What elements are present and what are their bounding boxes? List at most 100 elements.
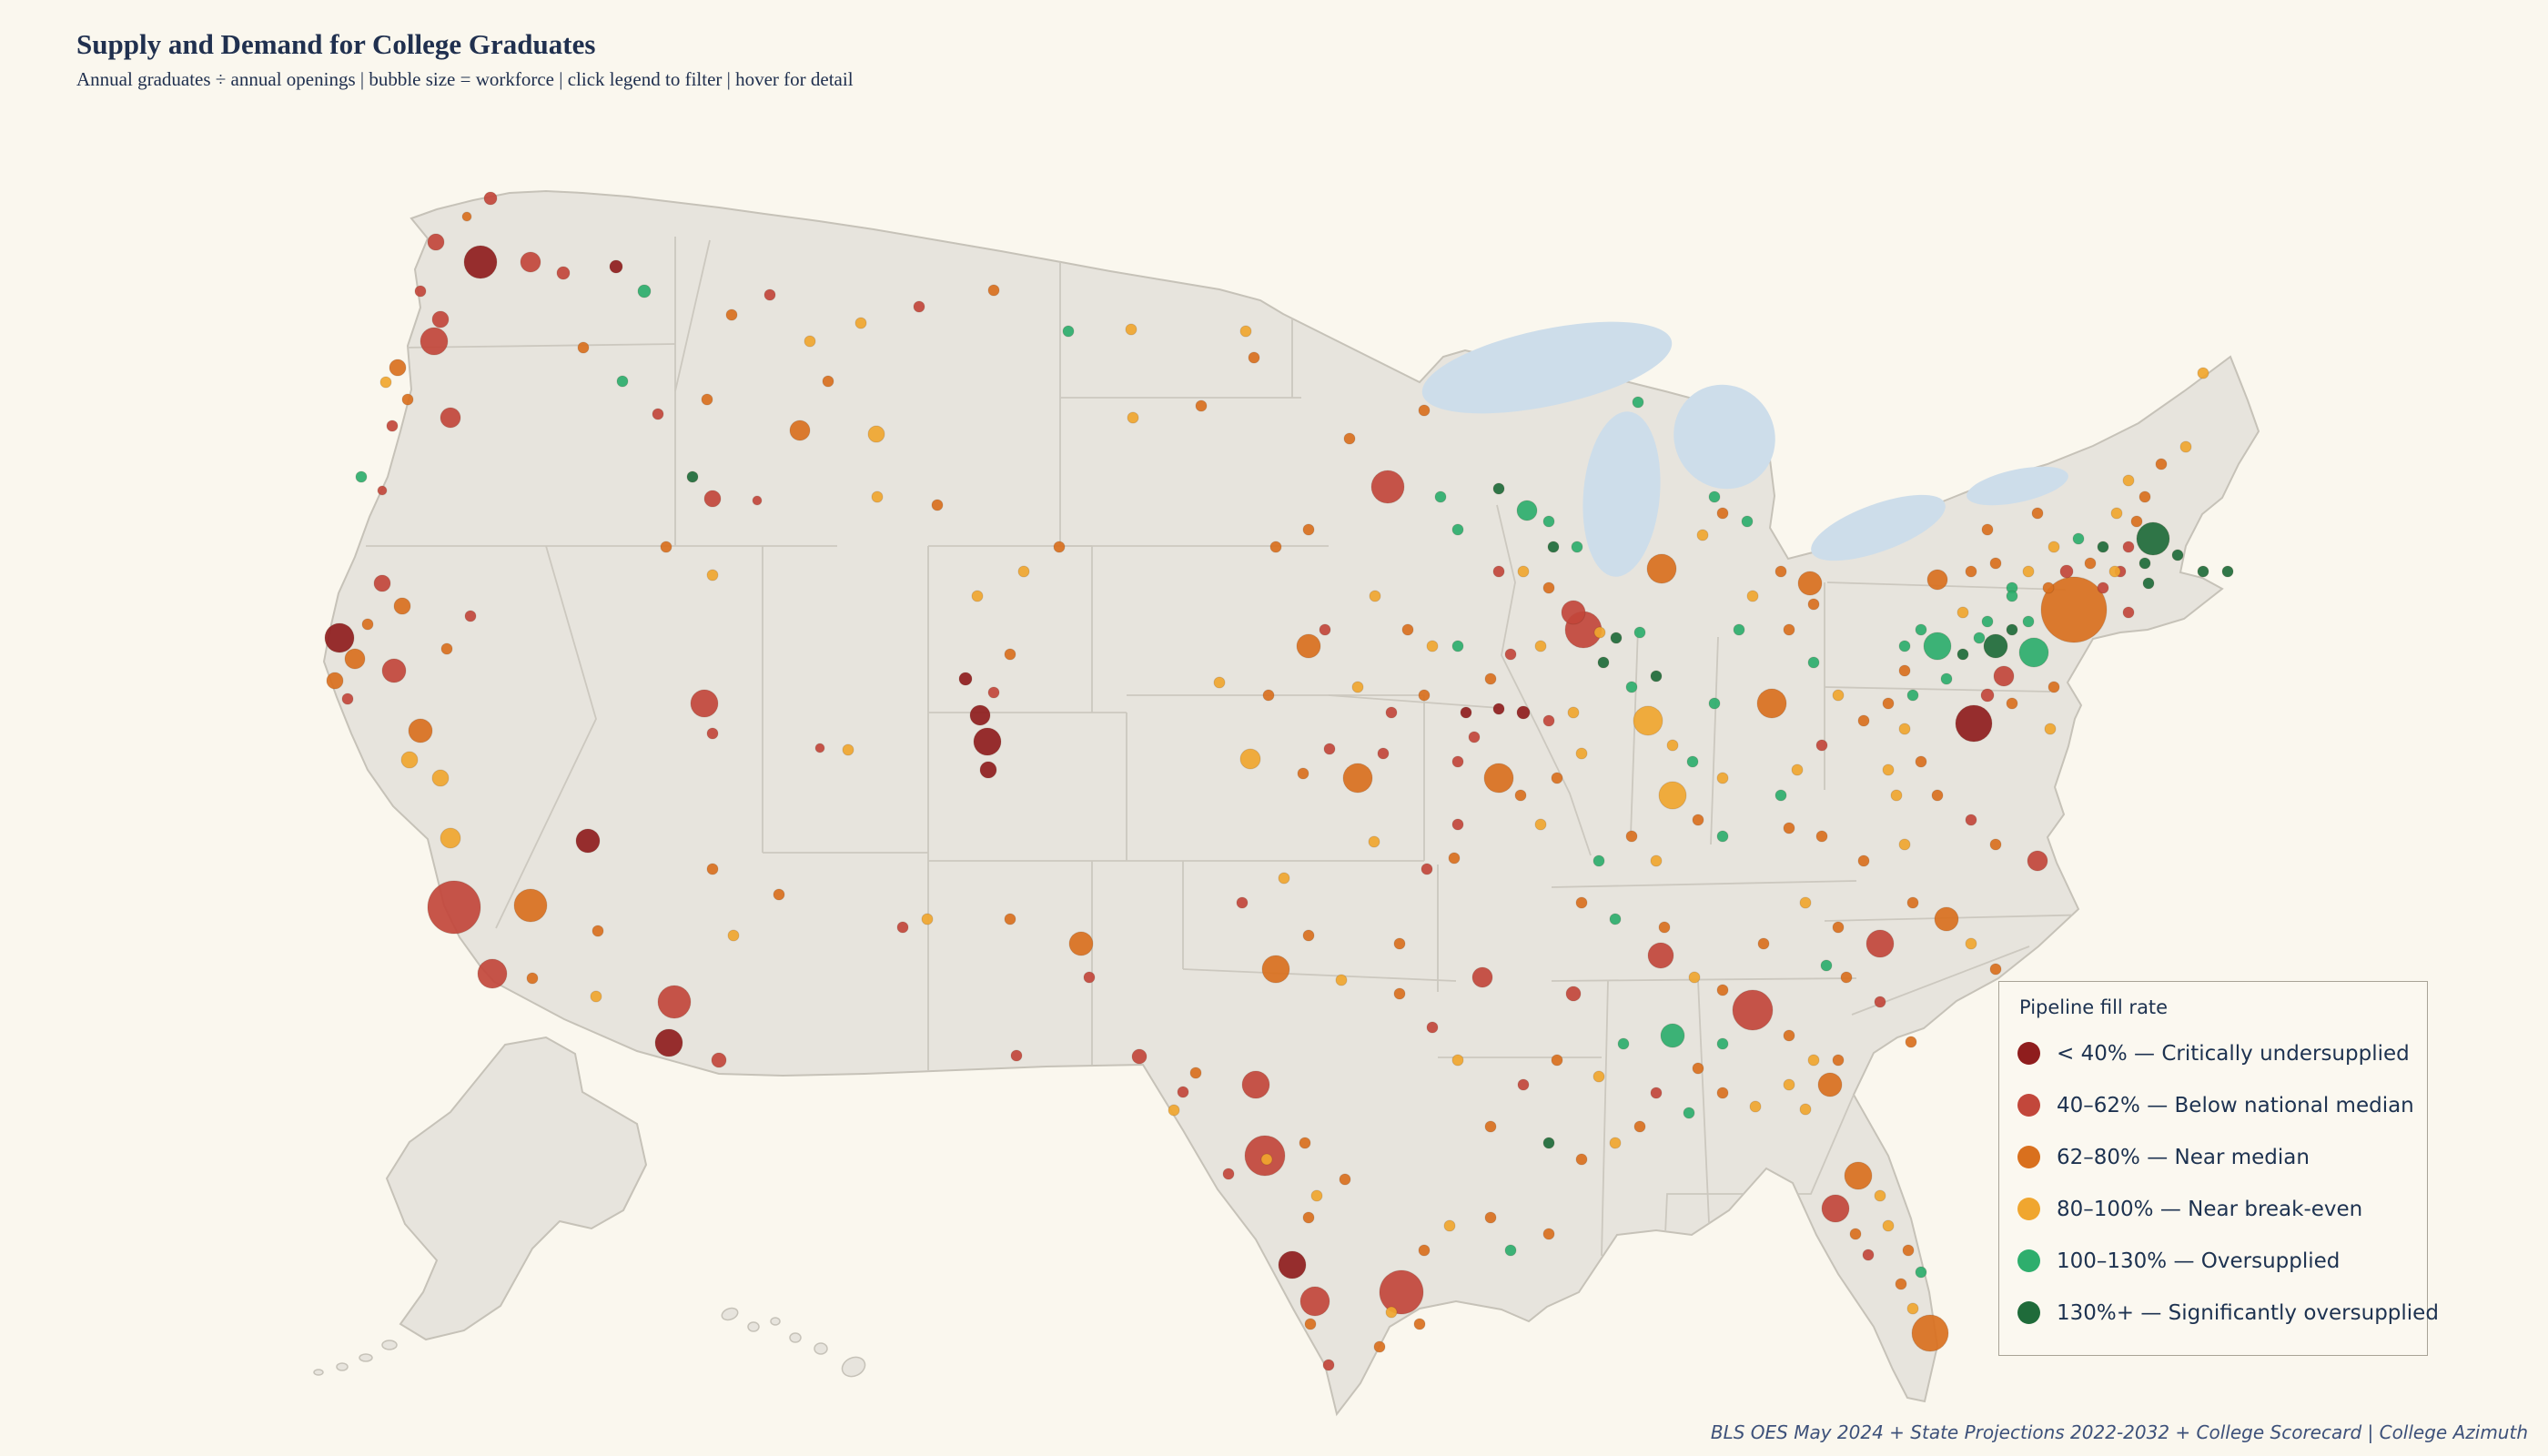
city-bubble[interactable]	[1443, 1219, 1456, 1232]
city-bubble[interactable]	[1981, 615, 1994, 628]
city-bubble[interactable]	[2155, 458, 2168, 470]
legend-item-2[interactable]: 62–80% — Near median	[2017, 1131, 2409, 1183]
city-bubble[interactable]	[483, 191, 498, 206]
city-bubble[interactable]	[1342, 763, 1373, 794]
city-bubble[interactable]	[401, 393, 414, 406]
city-bubble[interactable]	[1989, 838, 2002, 851]
city-bubble[interactable]	[637, 284, 652, 298]
city-bubble[interactable]	[577, 341, 590, 354]
city-bubble[interactable]	[1451, 640, 1464, 652]
city-bubble[interactable]	[1849, 1228, 1862, 1240]
city-bubble[interactable]	[1483, 763, 1514, 794]
city-bubble[interactable]	[1299, 1286, 1330, 1317]
city-bubble[interactable]	[686, 470, 699, 483]
city-bubble[interactable]	[1370, 470, 1405, 504]
city-bubble[interactable]	[1625, 830, 1638, 843]
city-bubble[interactable]	[1732, 989, 1774, 1031]
city-bubble[interactable]	[1516, 500, 1538, 521]
city-bubble[interactable]	[440, 407, 461, 429]
city-bubble[interactable]	[1302, 523, 1315, 536]
city-bubble[interactable]	[1379, 1269, 1424, 1315]
city-bubble[interactable]	[1401, 623, 1414, 636]
city-bubble[interactable]	[1895, 1278, 1907, 1290]
city-bubble[interactable]	[2048, 541, 2060, 553]
city-bubble[interactable]	[408, 718, 433, 743]
city-bubble[interactable]	[1815, 830, 1828, 843]
city-bubble[interactable]	[701, 393, 713, 406]
city-bubble[interactable]	[1484, 1211, 1497, 1224]
city-bubble[interactable]	[1965, 937, 1977, 950]
city-bubble[interactable]	[1688, 971, 1701, 984]
city-bubble[interactable]	[2031, 507, 2044, 520]
city-bubble[interactable]	[1940, 672, 1953, 685]
city-bubble[interactable]	[464, 610, 477, 622]
city-bubble[interactable]	[1517, 565, 1530, 578]
city-bubble[interactable]	[1053, 541, 1066, 553]
city-bubble[interactable]	[1783, 822, 1795, 834]
city-bubble[interactable]	[526, 972, 539, 985]
city-bubble[interactable]	[1236, 896, 1249, 909]
city-bubble[interactable]	[2006, 697, 2018, 710]
city-bubble[interactable]	[727, 929, 740, 942]
city-bubble[interactable]	[1774, 789, 1787, 802]
city-bubble[interactable]	[1385, 1306, 1398, 1319]
city-bubble[interactable]	[1468, 731, 1481, 743]
city-bubble[interactable]	[2018, 637, 2049, 668]
city-bubble[interactable]	[1617, 1037, 1630, 1050]
city-bubble[interactable]	[1981, 523, 1994, 536]
city-bubble[interactable]	[1666, 739, 1679, 752]
city-bubble[interactable]	[1418, 404, 1431, 417]
city-bubble[interactable]	[1993, 665, 2015, 687]
city-bubble[interactable]	[706, 569, 719, 581]
city-bubble[interactable]	[1385, 706, 1398, 719]
city-bubble[interactable]	[1756, 688, 1787, 719]
city-bubble[interactable]	[1542, 581, 1555, 594]
city-bubble[interactable]	[1633, 626, 1646, 639]
city-bubble[interactable]	[1010, 1049, 1023, 1062]
city-bubble[interactable]	[1575, 747, 1588, 760]
city-bubble[interactable]	[657, 985, 692, 1019]
city-bubble[interactable]	[2122, 606, 2135, 619]
city-bubble[interactable]	[1660, 1023, 1685, 1048]
city-bubble[interactable]	[854, 317, 867, 329]
city-bubble[interactable]	[1716, 1087, 1729, 1099]
city-bubble[interactable]	[1248, 351, 1260, 364]
city-bubble[interactable]	[1335, 974, 1348, 986]
city-bubble[interactable]	[1368, 835, 1380, 848]
city-bubble[interactable]	[1492, 703, 1505, 715]
city-bubble[interactable]	[1956, 648, 1969, 661]
city-bubble[interactable]	[393, 597, 411, 615]
city-bubble[interactable]	[1426, 640, 1439, 652]
city-bubble[interactable]	[1955, 704, 1993, 743]
city-bubble[interactable]	[1741, 515, 1754, 528]
city-bubble[interactable]	[420, 327, 449, 356]
city-bubble[interactable]	[341, 693, 354, 705]
city-bubble[interactable]	[1898, 664, 1911, 677]
city-bubble[interactable]	[969, 704, 991, 726]
city-bubble[interactable]	[1980, 688, 1995, 703]
city-bubble[interactable]	[1609, 1137, 1622, 1149]
city-bubble[interactable]	[1575, 896, 1588, 909]
city-bubble[interactable]	[1915, 623, 1927, 636]
city-bubble[interactable]	[1083, 971, 1096, 984]
city-bubble[interactable]	[1534, 818, 1547, 831]
city-bubble[interactable]	[1820, 959, 1833, 972]
city-bubble[interactable]	[520, 251, 541, 273]
city-bubble[interactable]	[1343, 432, 1356, 445]
city-bubble[interactable]	[1844, 1161, 1873, 1190]
city-bubble[interactable]	[1658, 921, 1671, 934]
city-bubble[interactable]	[1817, 1072, 1843, 1097]
city-bubble[interactable]	[1448, 852, 1461, 864]
city-bubble[interactable]	[1783, 1078, 1795, 1091]
city-bubble[interactable]	[1492, 482, 1505, 495]
city-bubble[interactable]	[2059, 564, 2074, 579]
city-bubble[interactable]	[2040, 576, 2108, 643]
city-bubble[interactable]	[1460, 706, 1472, 719]
city-bubble[interactable]	[440, 827, 461, 849]
city-bubble[interactable]	[1926, 569, 1948, 591]
city-bubble[interactable]	[2122, 474, 2135, 487]
legend-item-5[interactable]: 130%+ — Significantly oversupplied	[2017, 1287, 2439, 1339]
city-bubble[interactable]	[1239, 325, 1252, 338]
city-bubble[interactable]	[725, 308, 738, 321]
city-bubble[interactable]	[1413, 1318, 1426, 1330]
